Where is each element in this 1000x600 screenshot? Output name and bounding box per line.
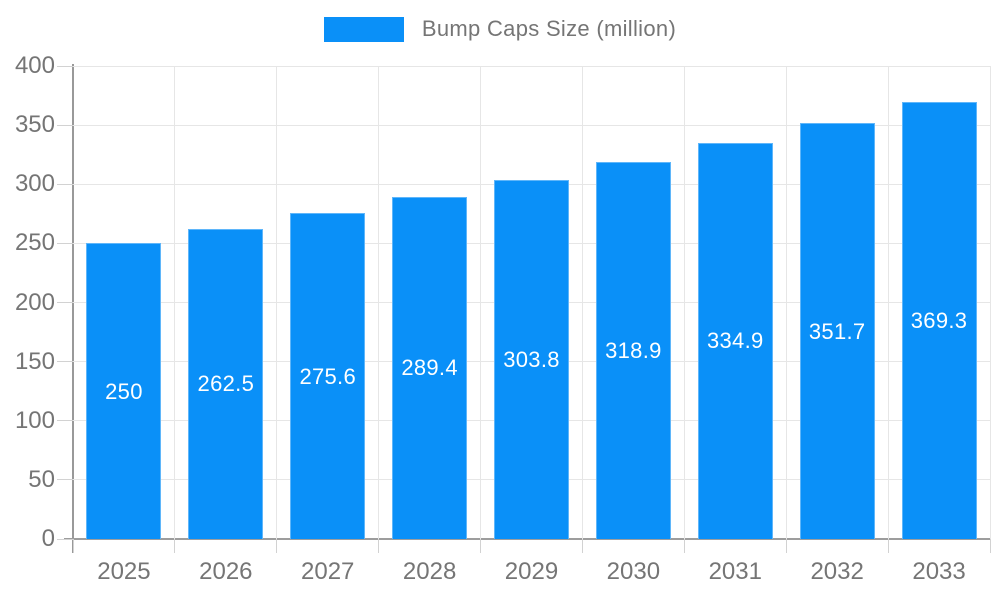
legend-label[interactable]: Bump Caps Size (million)	[421, 16, 677, 41]
bar-value-label: 369.3	[910, 308, 968, 334]
x-tick-label: 2031	[708, 558, 762, 585]
bar-value-label: 303.8	[503, 346, 560, 372]
x-axis-line	[64, 538, 991, 540]
bar[interactable]: 334.9	[697, 142, 773, 539]
bar-value-label: 262.5	[197, 371, 255, 397]
gridline-vertical	[174, 66, 176, 539]
bar[interactable]: 351.7	[799, 123, 875, 539]
x-axis-tick	[72, 539, 74, 553]
y-axis-tick	[57, 538, 73, 540]
bar[interactable]: 262.5	[188, 228, 264, 539]
y-tick-label: 250	[14, 229, 55, 257]
bar[interactable]: 250	[86, 243, 162, 539]
x-tick-label: 2030	[606, 558, 661, 585]
bar[interactable]: 369.3	[901, 102, 977, 539]
bar-value-label: 250	[105, 378, 143, 404]
x-tick-label: 2025	[97, 558, 151, 585]
y-tick-label: 200	[14, 288, 55, 316]
x-tick-label: 2032	[810, 558, 864, 585]
gridline-horizontal	[73, 124, 990, 126]
y-tick-label: 150	[14, 347, 55, 375]
y-tick-label: 300	[14, 170, 55, 198]
y-axis-tick	[57, 361, 73, 363]
bar[interactable]: 289.4	[392, 196, 468, 539]
gridline-vertical	[276, 66, 278, 539]
bar-value-label: 334.9	[706, 328, 764, 354]
x-tick-label: 2027	[301, 558, 355, 585]
y-tick-label: 0	[41, 525, 55, 552]
gridline-vertical	[480, 66, 482, 539]
gridline-vertical	[581, 66, 583, 539]
x-tick-label: 2028	[402, 558, 457, 585]
bar[interactable]: 303.8	[494, 179, 569, 539]
x-axis-tick	[174, 539, 176, 553]
x-axis-tick	[887, 539, 889, 553]
gridline-horizontal	[73, 65, 990, 67]
y-tick-label: 350	[14, 111, 55, 139]
gridline-vertical	[785, 66, 787, 539]
bar[interactable]: 275.6	[290, 213, 366, 539]
bar[interactable]: 318.9	[595, 161, 671, 539]
gridline-vertical	[683, 66, 685, 539]
x-axis-tick	[683, 539, 685, 553]
bar-value-label: 289.4	[401, 355, 458, 381]
gridline-vertical	[887, 66, 889, 539]
y-axis-tick	[57, 242, 73, 244]
x-axis-tick	[480, 539, 482, 553]
bar-value-label: 318.9	[605, 337, 662, 363]
y-tick-label: 400	[14, 52, 55, 79]
x-axis-tick	[581, 539, 583, 553]
x-tick-label: 2026	[199, 558, 253, 585]
gridline-vertical	[378, 66, 380, 539]
bar-value-label: 351.7	[808, 318, 866, 344]
x-axis-tick	[785, 539, 787, 553]
x-tick-label: 2029	[504, 558, 559, 585]
y-axis-tick	[57, 183, 73, 185]
x-axis-tick	[276, 539, 278, 553]
y-tick-label: 100	[14, 406, 55, 434]
y-axis-tick	[57, 302, 73, 303]
y-axis-tick	[57, 65, 73, 67]
y-axis-tick	[57, 124, 73, 126]
bar-value-label: 275.6	[299, 363, 356, 389]
chart-legend[interactable]: Bump Caps Size (million)	[0, 16, 1000, 42]
y-tick-label: 50	[28, 465, 55, 493]
x-axis-tick	[989, 539, 991, 553]
y-axis-line	[72, 64, 74, 553]
gridline-vertical	[989, 66, 991, 539]
legend-swatch[interactable]	[323, 16, 404, 42]
x-tick-label: 2033	[912, 558, 966, 585]
x-axis-tick	[378, 539, 380, 553]
y-axis-tick	[57, 420, 73, 422]
y-axis-tick	[57, 479, 73, 481]
